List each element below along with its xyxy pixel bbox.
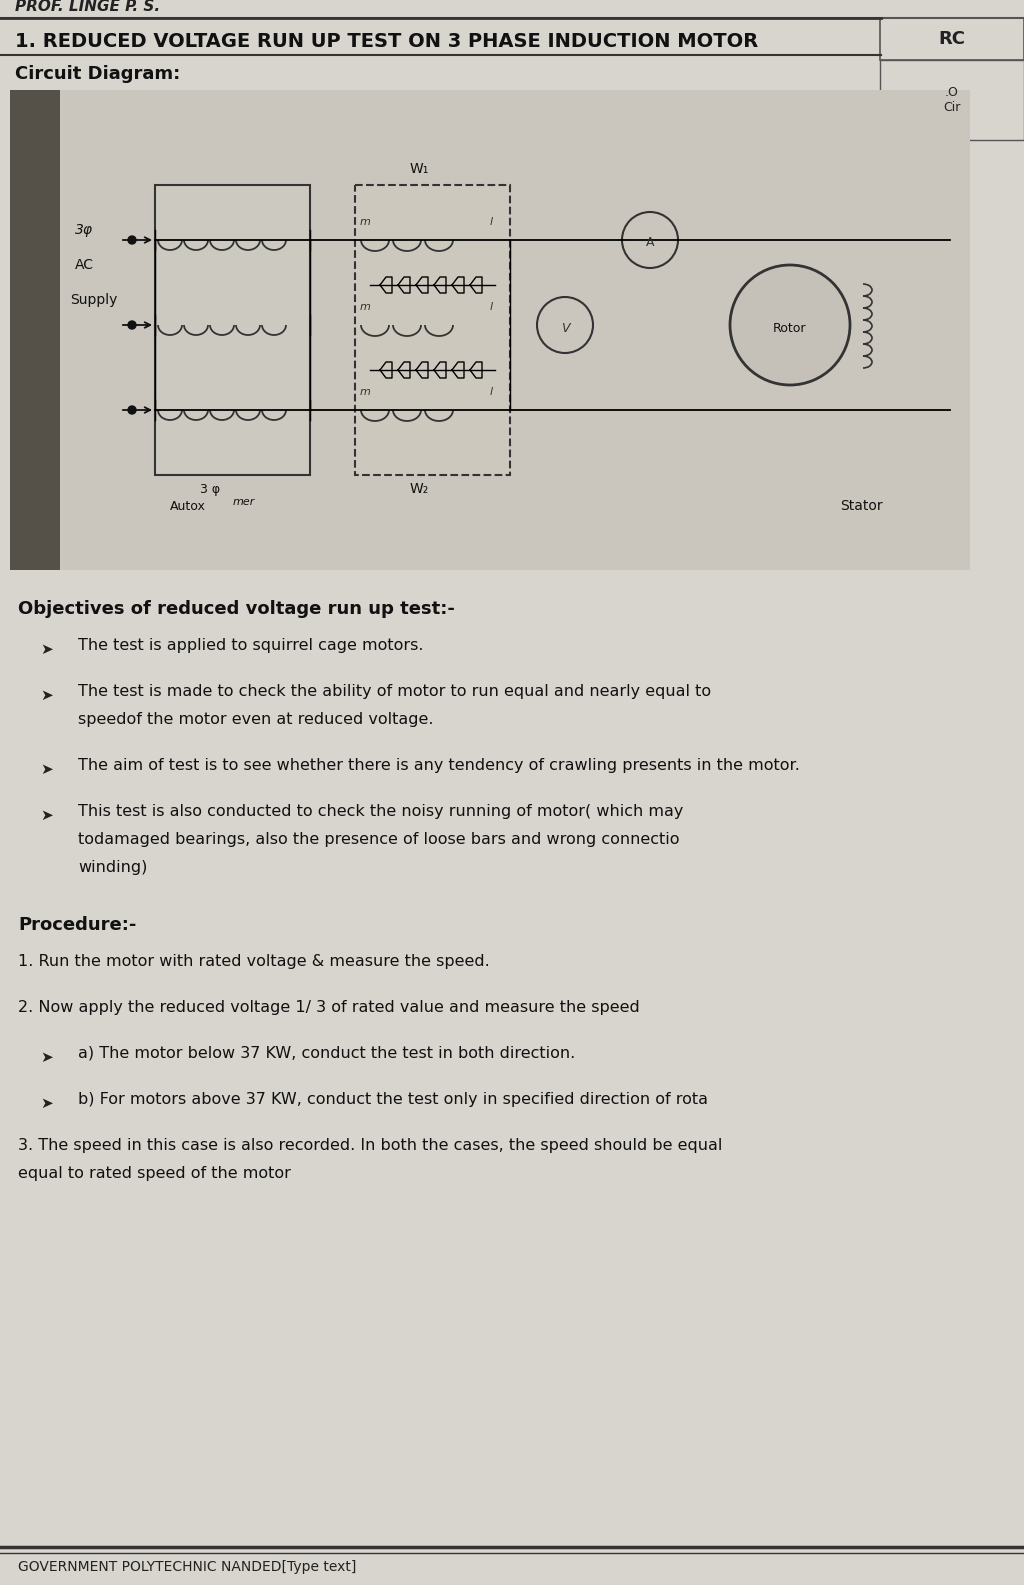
Bar (10, 90, 60, 571)
Text: m: m (360, 303, 371, 312)
Circle shape (128, 236, 136, 244)
Text: Autox: Autox (170, 499, 206, 514)
Text: Rotor: Rotor (773, 322, 807, 334)
Bar (880, 60, 1024, 139)
Text: m: m (360, 217, 371, 227)
Text: 1. REDUCED VOLTAGE RUN UP TEST ON 3 PHASE INDUCTION MOTOR: 1. REDUCED VOLTAGE RUN UP TEST ON 3 PHAS… (15, 32, 758, 51)
Text: The aim of test is to see whether there is any tendency of crawling presents in : The aim of test is to see whether there … (78, 758, 800, 773)
Text: The test is made to check the ability of motor to run equal and nearly equal to: The test is made to check the ability of… (78, 685, 711, 699)
Text: ➤: ➤ (40, 808, 53, 823)
Circle shape (537, 296, 593, 353)
Text: 1. Run the motor with rated voltage & measure the speed.: 1. Run the motor with rated voltage & me… (18, 954, 489, 968)
Text: b) For motors above 37 KW, conduct the test only in specified direction of rota: b) For motors above 37 KW, conduct the t… (78, 1092, 708, 1106)
Text: Procedure:-: Procedure:- (18, 916, 136, 934)
Text: PROF. LINGE P. S.: PROF. LINGE P. S. (15, 0, 160, 14)
Text: Circuit Diagram:: Circuit Diagram: (15, 65, 180, 82)
Text: equal to rated speed of the motor: equal to rated speed of the motor (18, 1167, 291, 1181)
Text: ➤: ➤ (40, 1095, 53, 1111)
Text: l: l (490, 387, 494, 396)
Text: a) The motor below 37 KW, conduct the test in both direction.: a) The motor below 37 KW, conduct the te… (78, 1046, 575, 1060)
Bar (10, 90, 970, 571)
Text: .O
Cir: .O Cir (943, 86, 961, 114)
Bar (155, 185, 310, 476)
Text: ➤: ➤ (40, 642, 53, 658)
Text: The test is applied to squirrel cage motors.: The test is applied to squirrel cage mot… (78, 639, 424, 653)
Text: l: l (490, 217, 494, 227)
Text: AC: AC (75, 258, 94, 273)
Circle shape (622, 212, 678, 268)
Text: mer: mer (233, 498, 255, 507)
Text: Supply: Supply (70, 293, 118, 307)
Text: 2. Now apply the reduced voltage 1/ 3 of rated value and measure the speed: 2. Now apply the reduced voltage 1/ 3 of… (18, 1000, 640, 1014)
Text: ➤: ➤ (40, 762, 53, 777)
Text: 3φ: 3φ (75, 223, 93, 238)
Bar (880, 17, 1024, 60)
Text: l: l (490, 303, 494, 312)
Text: GOVERNMENT POLYTECHNIC NANDED[Type text]: GOVERNMENT POLYTECHNIC NANDED[Type text] (18, 1560, 356, 1574)
Text: winding): winding) (78, 861, 147, 875)
Text: ➤: ➤ (40, 688, 53, 704)
Bar (355, 185, 510, 476)
Text: W₁: W₁ (410, 162, 429, 176)
Text: 3. The speed in this case is also recorded. In both the cases, the speed should : 3. The speed in this case is also record… (18, 1138, 722, 1152)
Text: RC: RC (939, 30, 966, 48)
Circle shape (128, 406, 136, 414)
Text: V: V (561, 322, 569, 334)
Text: W₂: W₂ (410, 482, 429, 496)
Circle shape (730, 265, 850, 385)
Text: This test is also conducted to check the noisy running of motor( which may: This test is also conducted to check the… (78, 804, 683, 819)
Text: speedof the motor even at reduced voltage.: speedof the motor even at reduced voltag… (78, 712, 433, 728)
Text: 3 φ: 3 φ (200, 483, 220, 496)
Circle shape (128, 322, 136, 330)
Text: A: A (646, 236, 654, 249)
Text: m: m (360, 387, 371, 396)
Text: todamaged bearings, also the presence of loose bars and wrong connectio: todamaged bearings, also the presence of… (78, 832, 680, 846)
Text: Stator: Stator (840, 499, 883, 514)
Text: ➤: ➤ (40, 1049, 53, 1065)
Text: Objectives of reduced voltage run up test:-: Objectives of reduced voltage run up tes… (18, 601, 455, 618)
